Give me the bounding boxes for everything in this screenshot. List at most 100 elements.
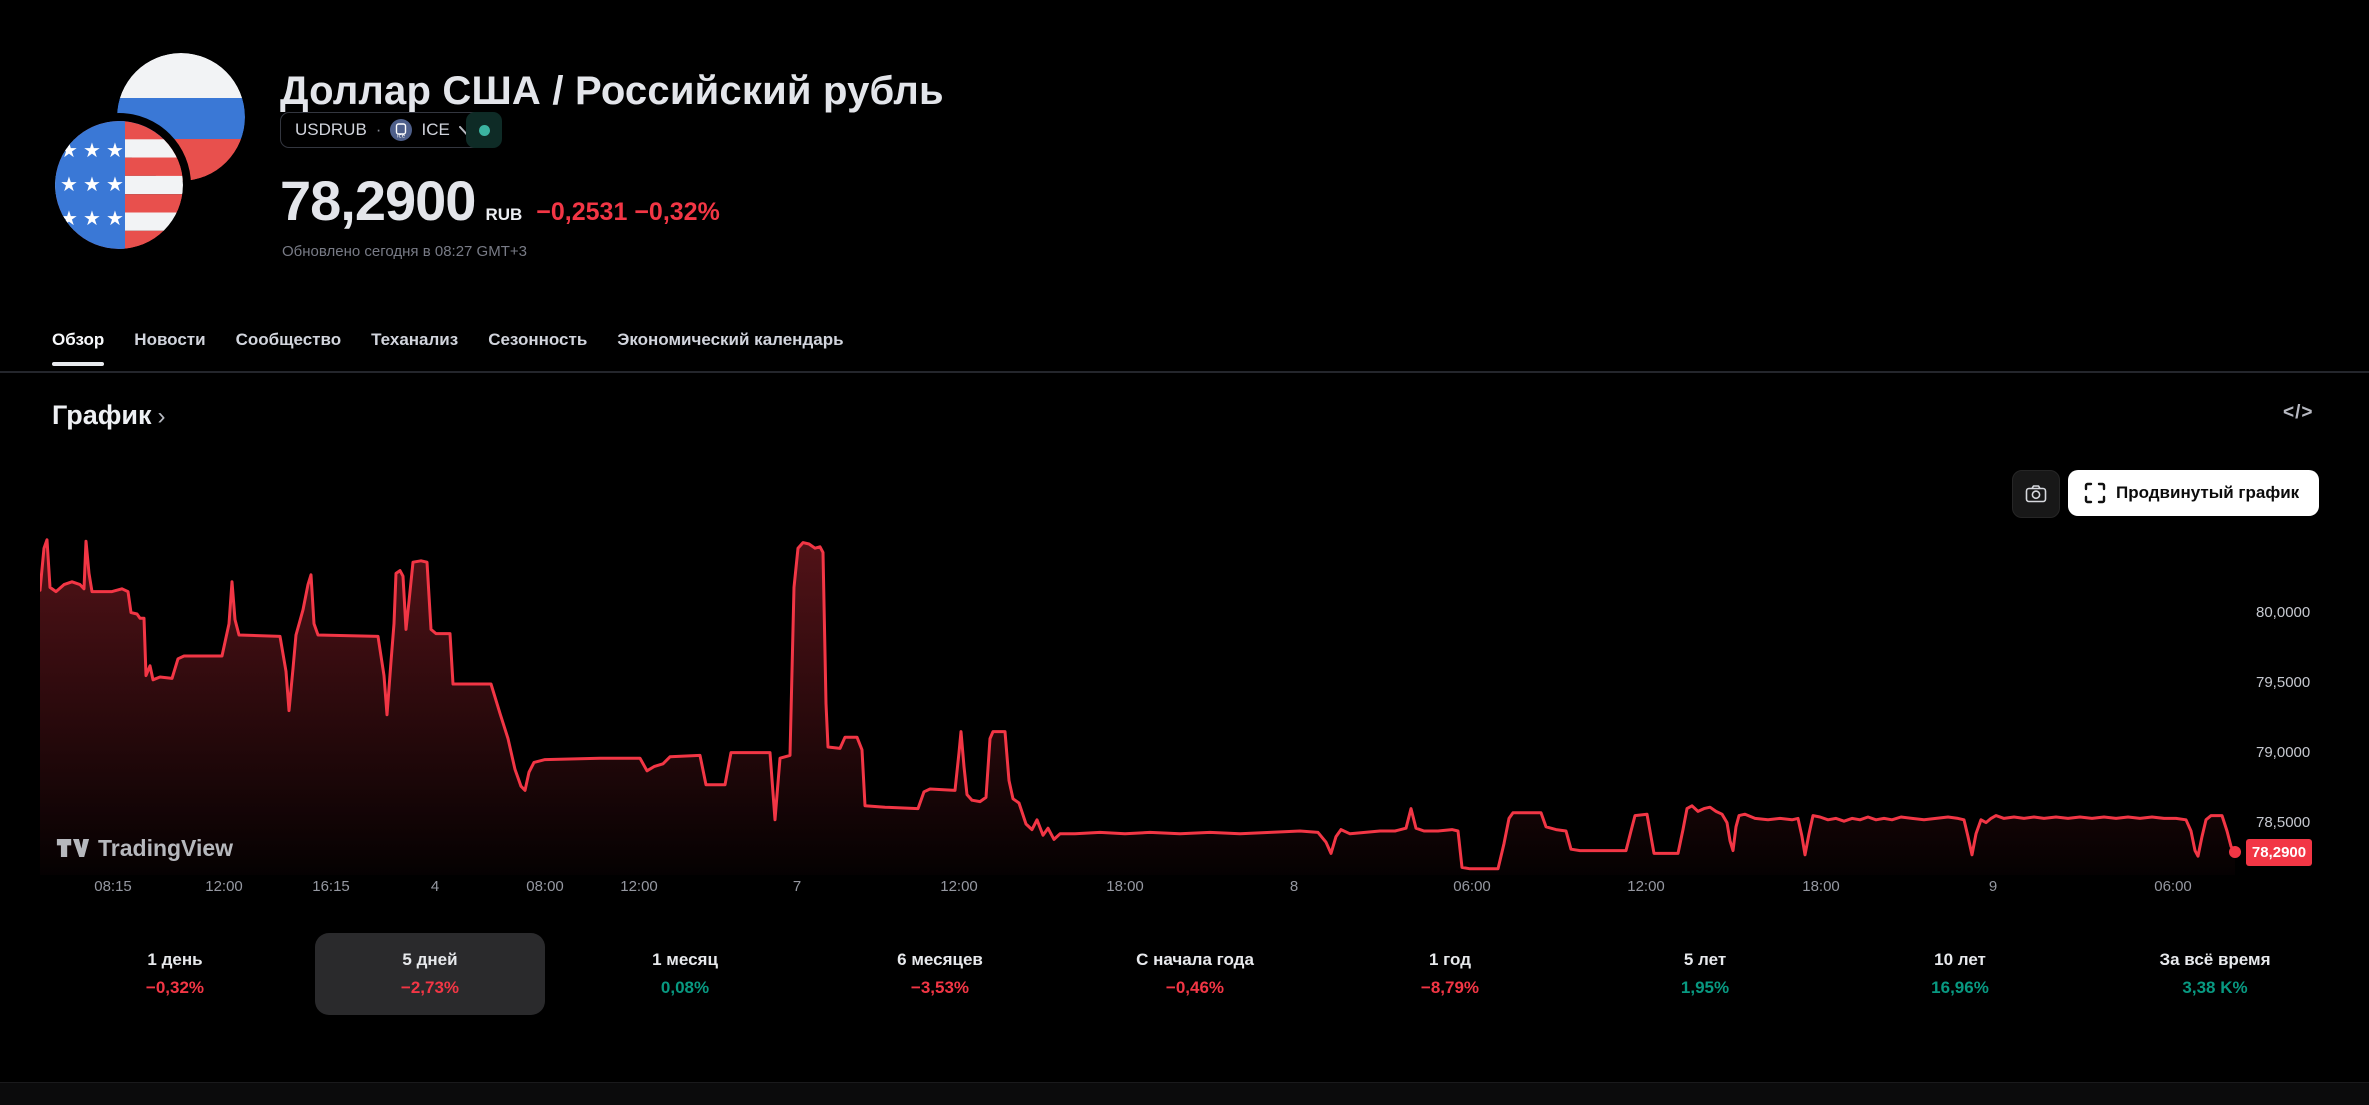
- last-price-dot-icon: [2229, 846, 2241, 858]
- period-button-8[interactable]: За всё время 3,38 K%: [2100, 933, 2330, 1015]
- watermark-text: TradingView: [98, 834, 234, 861]
- period-label: 1 месяц: [652, 950, 718, 969]
- tab-4[interactable]: Сезонность: [488, 330, 588, 349]
- tradingview-logo-icon: [56, 839, 90, 857]
- svg-text:★: ★: [83, 138, 101, 162]
- tab-0[interactable]: Обзор: [52, 330, 105, 366]
- area-chart: [40, 538, 2241, 875]
- period-button-5[interactable]: 1 год −8,79%: [1335, 933, 1565, 1015]
- period-button-0[interactable]: 1 день −0,32%: [60, 933, 290, 1015]
- embed-code-icon[interactable]: </>: [2283, 402, 2314, 423]
- period-change-value: 0,08%: [660, 978, 710, 997]
- period-change-value: 3,38 K%: [2182, 978, 2248, 997]
- tab-5[interactable]: Экономический календарь: [617, 330, 844, 349]
- x-axis-label-1: 12:00: [205, 878, 243, 895]
- chart-line: [40, 538, 2237, 871]
- tradingview-watermark: TradingView: [56, 833, 233, 863]
- snapshot-button[interactable]: [2012, 470, 2060, 518]
- svg-text:★: ★: [60, 206, 78, 230]
- period-button-3[interactable]: 6 месяцев −3,53%: [825, 933, 1055, 1015]
- x-axis-label-11: 12:00: [1627, 878, 1665, 895]
- x-axis-label-5: 12:00: [620, 878, 658, 895]
- svg-text:★: ★: [106, 172, 124, 196]
- tabs: Обзор Новости Сообщество Теханализ Сезонност…: [52, 330, 844, 366]
- period-change-value: −3,53%: [910, 978, 970, 997]
- period-label: С начала года: [1136, 950, 1254, 969]
- fullscreen-icon: [2084, 482, 2106, 504]
- chart-section-link[interactable]: График ›: [52, 400, 166, 431]
- price-axis[interactable]: 80,0000 79,5000 79,0000 78,5000: [2256, 495, 2366, 875]
- exchange-name: ICE: [421, 120, 450, 139]
- last-price-badge: 78,2900: [2246, 839, 2312, 866]
- x-axis-label-10: 06:00: [1453, 878, 1491, 895]
- symbol-badge[interactable]: USDRUB · ice ICE: [280, 112, 488, 148]
- x-axis-label-8: 18:00: [1106, 878, 1144, 895]
- x-axis-label-14: 06:00: [2154, 878, 2192, 895]
- x-axis-label-3: 4: [430, 878, 440, 895]
- x-axis-label-4: 08:00: [526, 878, 564, 895]
- x-axis-label-12: 18:00: [1802, 878, 1840, 895]
- period-label: 6 месяцев: [897, 950, 983, 969]
- period-button-1[interactable]: 5 дней −2,73%: [315, 933, 545, 1015]
- period-label: 5 лет: [1683, 950, 1727, 969]
- x-axis-label-7: 12:00: [940, 878, 978, 895]
- badge-separator: ·: [375, 120, 382, 139]
- y-axis-label-1: 79,5000: [2256, 673, 2311, 691]
- market-status-button[interactable]: [466, 112, 502, 148]
- period-label: 1 день: [147, 950, 203, 969]
- price-change-pct: −0,32%: [634, 198, 720, 226]
- period-change-value: −8,79%: [1420, 978, 1480, 997]
- camera-icon: [2025, 485, 2047, 503]
- svg-text:★: ★: [106, 138, 124, 162]
- svg-text:★: ★: [106, 206, 124, 230]
- period-label: 10 лет: [1934, 950, 1986, 969]
- symbol-name: USDRUB: [295, 120, 367, 139]
- period-button-4[interactable]: С начала года −0,46%: [1080, 933, 1310, 1015]
- section-title: График: [52, 400, 152, 430]
- period-button-7[interactable]: 10 лет 16,96%: [1845, 933, 2075, 1015]
- price-change: −0,2531 −0,32%: [536, 198, 720, 227]
- period-label: 1 год: [1429, 950, 1471, 969]
- x-axis-label-13: 9: [1988, 878, 1998, 895]
- footer-band: [0, 1083, 2369, 1105]
- y-axis-label-3: 78,5000: [2256, 813, 2311, 831]
- svg-text:★: ★: [60, 172, 78, 196]
- svg-text:★: ★: [60, 138, 78, 162]
- period-change-value: −0,32%: [145, 978, 205, 997]
- svg-text:★: ★: [83, 172, 101, 196]
- tab-2[interactable]: Сообщество: [235, 330, 342, 349]
- period-label: За всё время: [2159, 950, 2271, 969]
- updated-timestamp: Обновлено сегодня в 08:27 GMT+3: [282, 243, 527, 260]
- usa-flag-icon: ★ ★ ★ ★ ★ ★ ★ ★ ★: [55, 121, 183, 249]
- x-axis-label-9: 8: [1289, 878, 1299, 895]
- svg-text:ice: ice: [398, 134, 407, 140]
- period-change-value: −0,46%: [1165, 978, 1225, 997]
- period-selector: 1 день −0,32% 5 дней −2,73% 1 месяц 0,08% 6 ме…: [60, 933, 2330, 1015]
- period-change-value: 1,95%: [1680, 978, 1730, 997]
- price-currency: RUB: [485, 205, 523, 224]
- period-button-6[interactable]: 5 лет 1,95%: [1590, 933, 1820, 1015]
- market-open-dot-icon: [478, 124, 490, 136]
- time-axis[interactable]: 08:15 12:00 16:15 4 08:00 12:00 7 12:00 18:00 8 06…: [40, 878, 2250, 902]
- chevron-right-icon: ›: [157, 403, 166, 430]
- chart-area-fill: [40, 539, 2235, 875]
- page-title: Доллар США / Российский рубль: [280, 68, 944, 113]
- tab-1[interactable]: Новости: [134, 330, 206, 349]
- price-change-abs: −0,2531: [536, 198, 628, 226]
- svg-text:★: ★: [83, 206, 101, 230]
- x-axis-label-6: 7: [792, 878, 802, 895]
- advanced-chart-label: Продвинутый график: [2116, 483, 2300, 502]
- x-axis-label-2: 16:15: [312, 878, 350, 895]
- advanced-chart-button[interactable]: Продвинутый график: [2068, 470, 2320, 516]
- price-chart[interactable]: [40, 495, 2250, 875]
- ice-exchange-logo-icon: ice: [390, 119, 413, 141]
- tab-3[interactable]: Теханализ: [371, 330, 459, 349]
- period-change-value: −2,73%: [400, 978, 460, 997]
- period-label: 5 дней: [402, 950, 458, 969]
- price-row: 78,2900 RUB −0,2531 −0,32%: [280, 168, 720, 233]
- last-price: 78,2900: [280, 169, 476, 232]
- tabs-divider: [0, 371, 2369, 373]
- period-change-value: 16,96%: [1931, 978, 1989, 997]
- period-button-2[interactable]: 1 месяц 0,08%: [570, 933, 800, 1015]
